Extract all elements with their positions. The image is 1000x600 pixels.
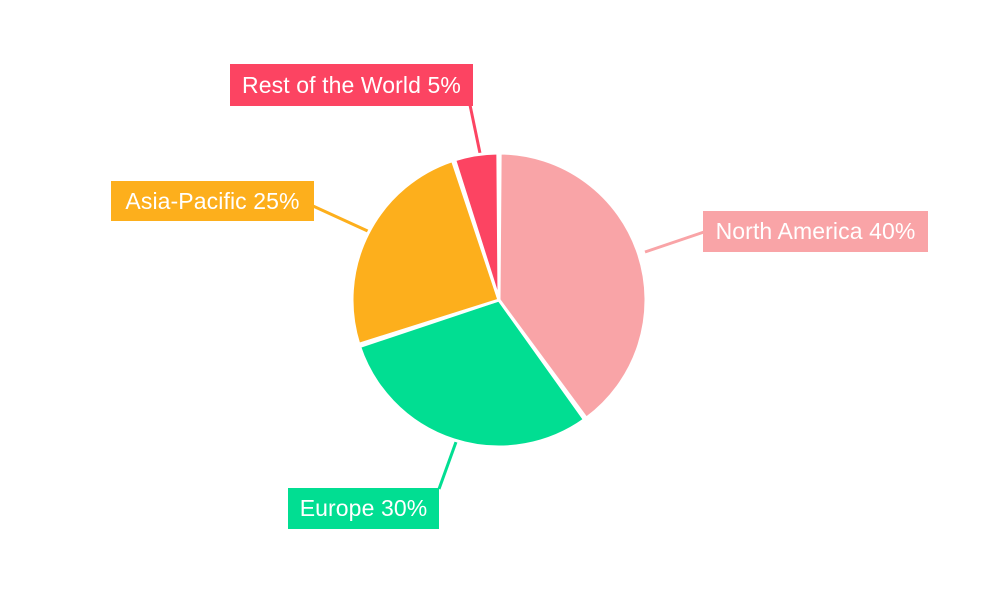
pie-label-rest-of-the-world-text: Rest of the World 5% (242, 71, 461, 98)
pie-label-europe-text: Europe 30% (299, 495, 428, 521)
pie-label-asia-pacific[interactable]: Asia-Pacific 25% (111, 181, 314, 221)
pie-slice-north-america[interactable] (497, 151, 648, 420)
pie-label-north-america[interactable]: North America 40% (703, 211, 928, 252)
leader-line-europe (437, 441, 458, 490)
pie-label-asia-pacific-text: Asia-Pacific 25% (125, 187, 300, 214)
pie-slice-europe[interactable] (358, 298, 586, 449)
pie-label-rest-of-the-world[interactable]: Rest of the World 5% (230, 64, 473, 106)
leader-line-rest-of-the-world (468, 104, 483, 159)
pie-slice-asia-pacific[interactable] (350, 159, 501, 346)
leader-line-asia-pacific (312, 204, 373, 235)
pie-label-europe[interactable]: Europe 30% (288, 488, 439, 529)
leader-lines (312, 104, 705, 490)
pie-slices (350, 151, 648, 449)
pie-slice-rest-of-the-world[interactable] (453, 151, 501, 302)
pie-label-north-america-text: North America 40% (715, 218, 916, 244)
leader-line-north-america (644, 230, 705, 254)
